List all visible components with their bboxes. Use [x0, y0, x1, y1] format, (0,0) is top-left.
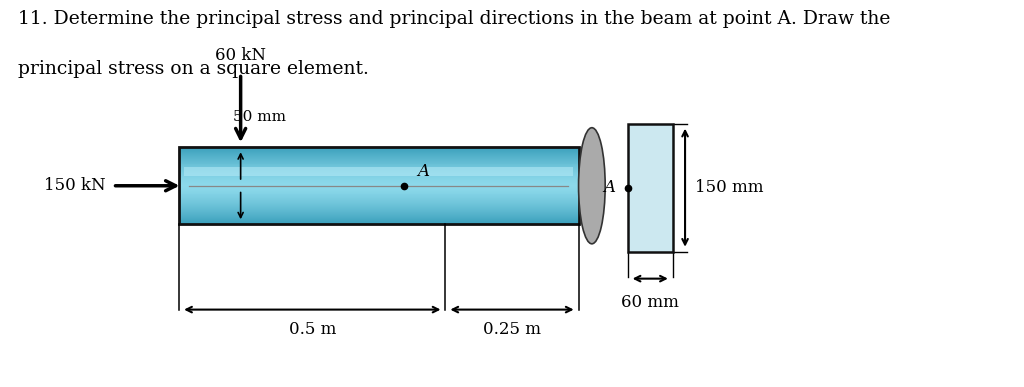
Bar [179, 208, 579, 209]
Bar [179, 179, 579, 180]
Bar [179, 166, 579, 167]
Bar [179, 204, 579, 205]
Bar [179, 200, 579, 201]
Bar [179, 161, 579, 162]
Bar [179, 189, 579, 190]
Bar [179, 221, 579, 223]
Bar [179, 175, 579, 176]
Bar [179, 213, 579, 214]
Bar [179, 158, 579, 159]
Bar [179, 219, 579, 220]
Bar [179, 210, 579, 211]
Bar [179, 176, 579, 177]
Bar [179, 185, 579, 186]
Bar [179, 211, 579, 212]
Bar [179, 151, 579, 152]
Bar [179, 187, 579, 188]
Bar [179, 214, 579, 215]
Bar [179, 177, 579, 178]
Text: 60 mm: 60 mm [622, 294, 679, 311]
Bar [179, 171, 579, 172]
Text: 150 mm: 150 mm [695, 179, 764, 196]
Bar [179, 148, 579, 149]
Text: 11. Determine the principal stress and principal directions in the beam at point: 11. Determine the principal stress and p… [18, 10, 891, 28]
Bar [179, 212, 579, 213]
Bar [179, 202, 579, 203]
Bar [179, 153, 579, 154]
Text: A: A [417, 163, 429, 180]
Text: 50 mm: 50 mm [232, 110, 286, 124]
Bar [179, 215, 579, 216]
Bar [179, 198, 579, 199]
Text: 150 kN: 150 kN [44, 177, 105, 194]
Bar [179, 195, 579, 197]
Bar [179, 149, 579, 150]
Bar [179, 181, 579, 182]
Bar [628, 124, 673, 252]
Bar [179, 178, 579, 179]
Bar [179, 203, 579, 204]
Bar [179, 180, 579, 181]
Bar [179, 194, 579, 195]
Bar [179, 197, 579, 198]
Bar [179, 164, 579, 166]
Text: A: A [603, 179, 615, 196]
Bar [179, 152, 579, 153]
Bar [179, 205, 579, 206]
Bar [179, 156, 579, 157]
Bar [179, 147, 579, 148]
Bar [179, 155, 579, 156]
Bar [179, 209, 579, 210]
Bar [179, 220, 579, 221]
Bar [179, 150, 579, 151]
Bar [179, 201, 579, 202]
Bar [179, 173, 579, 174]
Bar [179, 223, 579, 224]
Bar [179, 182, 579, 183]
Bar [179, 154, 579, 155]
Bar [179, 217, 579, 219]
Bar [179, 170, 579, 171]
Bar [179, 190, 579, 191]
Bar [179, 162, 579, 163]
Bar [179, 206, 579, 207]
Bar [179, 147, 579, 224]
Bar [179, 199, 579, 200]
Bar [179, 172, 579, 173]
Ellipse shape [579, 128, 605, 244]
Bar [179, 186, 579, 187]
Bar [179, 188, 579, 189]
Bar [179, 192, 579, 193]
Bar [179, 183, 579, 184]
Text: principal stress on a square element.: principal stress on a square element. [18, 60, 370, 78]
Bar [179, 174, 579, 175]
Bar [184, 167, 573, 176]
Text: 0.5 m: 0.5 m [289, 321, 336, 338]
Bar [179, 191, 579, 192]
Bar [179, 207, 579, 208]
Bar [179, 216, 579, 217]
Bar [179, 193, 579, 194]
Bar [179, 184, 579, 185]
Text: 0.25 m: 0.25 m [483, 321, 541, 338]
Bar [179, 160, 579, 161]
Bar [179, 168, 579, 170]
Text: 60 kN: 60 kN [215, 47, 266, 64]
Bar [179, 157, 579, 158]
